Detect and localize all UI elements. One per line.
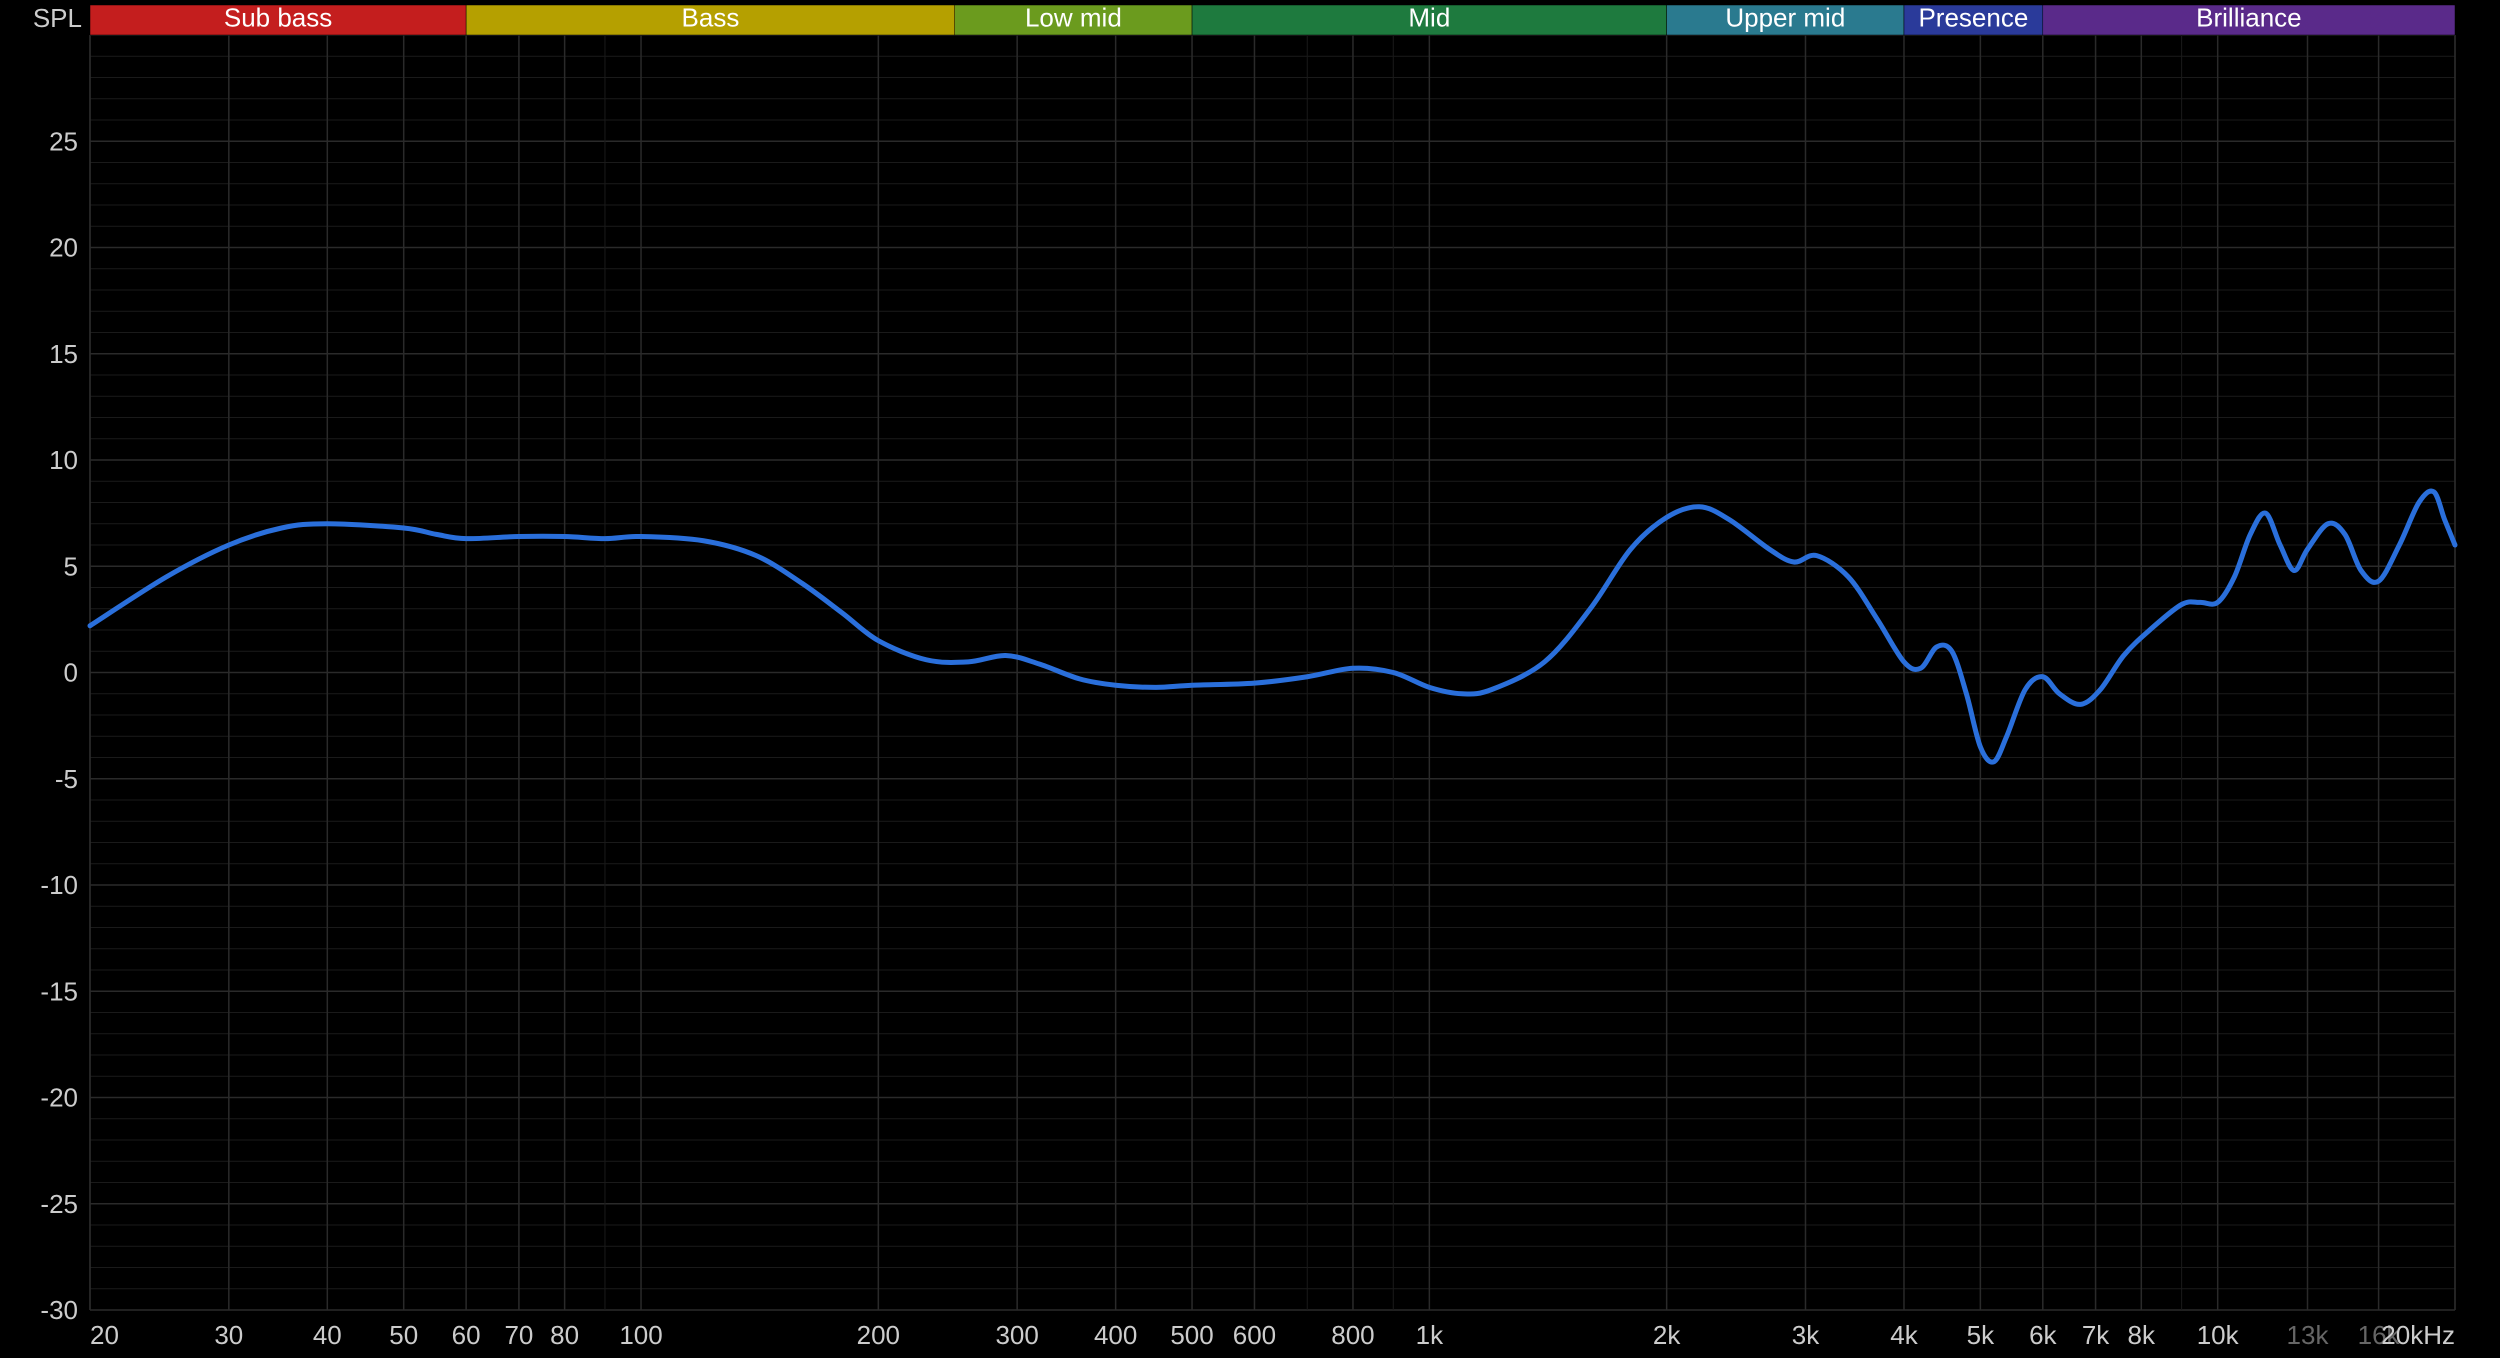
band-label: Presence <box>1918 3 2028 33</box>
x-tick-label: 500 <box>1170 1320 1213 1350</box>
x-tick-label: 70 <box>504 1320 533 1350</box>
x-tick-label: 8k <box>2128 1320 2156 1350</box>
band-label: Upper mid <box>1725 3 1845 33</box>
x-tick-label: 50 <box>389 1320 418 1350</box>
x-tick-label: 1k <box>1416 1320 1444 1350</box>
x-tick-label: 40 <box>313 1320 342 1350</box>
y-tick-label: 5 <box>64 551 78 581</box>
y-tick-label: -5 <box>55 764 78 794</box>
y-tick-label: -20 <box>40 1083 78 1113</box>
y-tick-label: 0 <box>64 658 78 688</box>
band-label: Brilliance <box>2196 3 2302 33</box>
x-tick-label: 400 <box>1094 1320 1137 1350</box>
x-tick-label: 20kHz <box>2381 1320 2455 1350</box>
x-tick-label: 5k <box>1967 1320 1995 1350</box>
x-tick-label: 80 <box>550 1320 579 1350</box>
band-label: Mid <box>1408 3 1450 33</box>
y-tick-label: -15 <box>40 976 78 1006</box>
x-tick-label: 10k <box>2197 1320 2240 1350</box>
x-tick-label: 2k <box>1653 1320 1681 1350</box>
x-tick-label: 30 <box>214 1320 243 1350</box>
y-tick-label: -10 <box>40 870 78 900</box>
x-tick-label: 6k <box>2029 1320 2057 1350</box>
x-tick-label: 800 <box>1331 1320 1374 1350</box>
x-tick-label: 3k <box>1792 1320 1820 1350</box>
x-tick-label: 600 <box>1233 1320 1276 1350</box>
frequency-response-chart: Sub bass Bass Low mid Mid Upper mid Presence B… <box>0 0 2500 1358</box>
x-tick-label: 200 <box>857 1320 900 1350</box>
x-tick-label: 7k <box>2082 1320 2110 1350</box>
y-tick-label: 15 <box>49 339 78 369</box>
y-tick-label: 10 <box>49 445 78 475</box>
grid <box>90 35 2455 1310</box>
frequency-bands: Sub bass Bass Low mid Mid Upper mid Presence B… <box>90 3 2455 35</box>
y-tick-label: -30 <box>40 1295 78 1325</box>
chart-svg: Sub bass Bass Low mid Mid Upper mid Presence B… <box>0 0 2500 1358</box>
x-tick-label: 300 <box>995 1320 1038 1350</box>
x-tick-label: 60 <box>452 1320 481 1350</box>
x-tick-label: 4k <box>1890 1320 1918 1350</box>
y-tick-label: 25 <box>49 126 78 156</box>
band-label: Sub bass <box>224 3 332 33</box>
band-label: Bass <box>682 3 740 33</box>
x-tick-label: 20 <box>90 1320 119 1350</box>
x-tick-label: 100 <box>619 1320 662 1350</box>
y-axis-label: SPL <box>33 3 82 33</box>
x-tick-label: 13k <box>2287 1320 2330 1350</box>
y-tick-label: 20 <box>49 233 78 263</box>
band-label: Low mid <box>1025 3 1122 33</box>
y-tick-label: -25 <box>40 1189 78 1219</box>
